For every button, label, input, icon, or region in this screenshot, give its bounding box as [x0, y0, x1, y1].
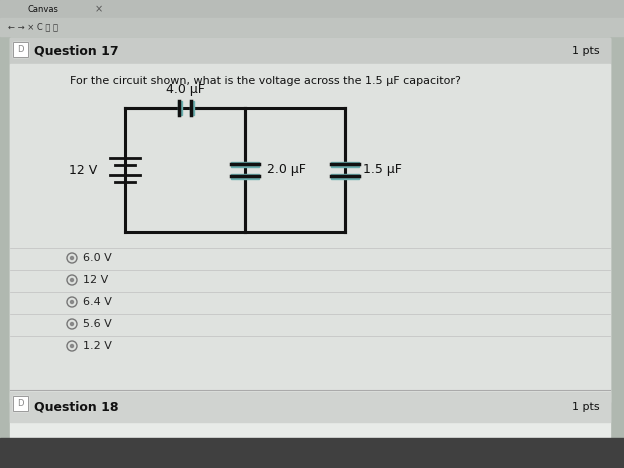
Circle shape: [71, 322, 74, 326]
Text: 4.0 μF: 4.0 μF: [165, 83, 205, 96]
Text: 12 V: 12 V: [83, 275, 108, 285]
Text: D: D: [17, 45, 24, 54]
Text: 6.4 V: 6.4 V: [83, 297, 112, 307]
Bar: [13, 42, 28, 57]
Bar: [231, 174, 259, 178]
Text: 1.2 V: 1.2 V: [83, 341, 112, 351]
Text: 1 pts: 1 pts: [572, 46, 600, 56]
Bar: [10, 64, 610, 402]
Bar: [0, 18, 624, 36]
Bar: [13, 42, 28, 57]
Text: 5.6 V: 5.6 V: [83, 319, 112, 329]
Text: D: D: [17, 399, 24, 408]
Bar: [10, 38, 610, 456]
Text: Canvas: Canvas: [28, 5, 59, 14]
Text: 1 pts: 1 pts: [572, 402, 600, 412]
Bar: [0, 0, 624, 18]
Bar: [13, 396, 28, 411]
Bar: [331, 174, 359, 178]
Text: 12 V: 12 V: [69, 163, 97, 176]
Text: ← → × C ⓘ 🔒: ← → × C ⓘ 🔒: [8, 22, 58, 31]
Text: 1.5 μF: 1.5 μF: [363, 163, 402, 176]
Text: ×: ×: [95, 4, 103, 14]
Text: For the circuit shown, what is the voltage across the 1.5 μF capacitor?: For the circuit shown, what is the volta…: [70, 76, 461, 86]
Bar: [0, 438, 624, 468]
Bar: [10, 38, 610, 64]
Text: 6.0 V: 6.0 V: [83, 253, 112, 263]
Bar: [190, 101, 193, 115]
Bar: [231, 162, 259, 167]
Text: Question 17: Question 17: [34, 44, 119, 58]
Circle shape: [71, 278, 74, 281]
Bar: [13, 396, 28, 411]
Bar: [331, 162, 359, 167]
Circle shape: [71, 300, 74, 304]
Bar: [10, 392, 610, 422]
Circle shape: [71, 344, 74, 348]
Text: Question 18: Question 18: [34, 401, 119, 414]
Circle shape: [71, 256, 74, 259]
Text: 2.0 μF: 2.0 μF: [267, 163, 306, 176]
Bar: [177, 101, 182, 115]
